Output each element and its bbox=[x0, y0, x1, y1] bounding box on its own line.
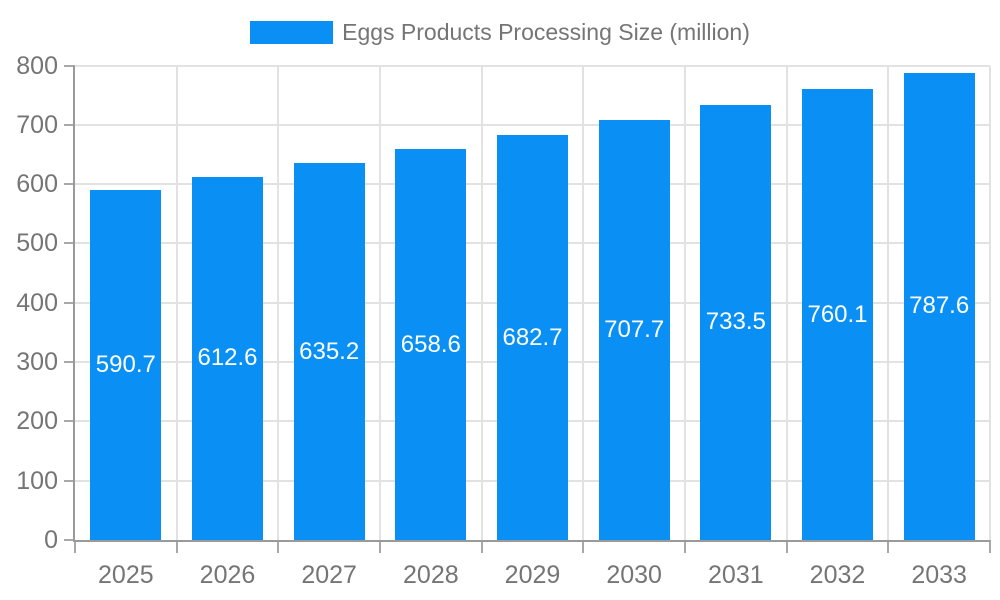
y-axis-tick bbox=[64, 361, 75, 364]
gridline-vertical bbox=[989, 65, 991, 540]
bar-value-label: 707.7 bbox=[604, 316, 665, 344]
y-tick-label: 300 bbox=[16, 348, 58, 377]
x-axis-tick bbox=[277, 540, 280, 553]
x-tick-label: 2026 bbox=[199, 561, 256, 589]
y-tick-label: 500 bbox=[16, 229, 58, 258]
bar bbox=[801, 89, 874, 540]
x-tick-label: 2032 bbox=[809, 561, 866, 589]
gridline-vertical bbox=[277, 65, 280, 540]
bar bbox=[496, 135, 569, 540]
y-axis-tick bbox=[64, 242, 75, 245]
x-axis-tick bbox=[785, 540, 788, 553]
gridline-horizontal bbox=[75, 64, 990, 67]
gridline-vertical bbox=[480, 65, 483, 540]
y-axis-line bbox=[73, 65, 75, 542]
y-tick-label: 0 bbox=[44, 526, 58, 554]
bar-value-label: 658.6 bbox=[400, 330, 461, 358]
x-tick-label: 2031 bbox=[708, 561, 764, 589]
y-axis-tick bbox=[64, 64, 75, 67]
gridline-vertical bbox=[379, 65, 381, 540]
x-axis-tick bbox=[74, 540, 76, 553]
x-axis-tick bbox=[684, 540, 686, 553]
x-axis-tick bbox=[887, 540, 890, 553]
bar-value-label: 760.1 bbox=[807, 300, 868, 328]
gridline-horizontal bbox=[75, 123, 990, 126]
x-tick-label: 2028 bbox=[403, 561, 459, 589]
gridline-vertical bbox=[684, 65, 686, 540]
bar bbox=[598, 120, 670, 540]
y-tick-label: 400 bbox=[16, 288, 58, 317]
y-tick-label: 200 bbox=[16, 407, 58, 436]
y-tick-label: 800 bbox=[16, 51, 58, 80]
y-axis-tick bbox=[64, 420, 75, 423]
gridline-vertical bbox=[175, 65, 178, 540]
x-tick-label: 2025 bbox=[98, 561, 154, 589]
gridline-vertical bbox=[582, 65, 585, 540]
bar bbox=[903, 72, 975, 540]
y-axis-tick bbox=[64, 123, 75, 126]
y-axis-tick bbox=[64, 183, 75, 186]
gridline-vertical bbox=[785, 65, 788, 540]
x-tick-label: 2027 bbox=[301, 561, 357, 589]
x-tick-label: 2029 bbox=[504, 561, 561, 589]
y-tick-label: 100 bbox=[16, 466, 58, 495]
x-axis-tick bbox=[480, 540, 483, 553]
y-axis-tick bbox=[64, 301, 75, 304]
legend-swatch-icon bbox=[250, 21, 334, 44]
x-axis-tick bbox=[379, 540, 381, 553]
legend: Eggs Products Processing Size (million) bbox=[0, 19, 1000, 46]
legend-label: Eggs Products Processing Size (million) bbox=[342, 19, 750, 45]
bar-value-label: 733.5 bbox=[705, 308, 766, 336]
bar-value-label: 635.2 bbox=[299, 337, 360, 365]
x-tick-label: 2033 bbox=[911, 561, 967, 589]
y-axis-tick bbox=[64, 479, 75, 482]
y-axis-tick bbox=[64, 539, 75, 541]
y-tick-label: 600 bbox=[16, 170, 58, 199]
bar-value-label: 590.7 bbox=[95, 350, 156, 378]
bar bbox=[191, 176, 264, 540]
gridline-vertical bbox=[887, 65, 890, 540]
bar-value-label: 787.6 bbox=[909, 292, 970, 320]
bar-value-label: 612.6 bbox=[197, 344, 258, 372]
x-axis-tick bbox=[175, 540, 178, 553]
x-tick-label: 2030 bbox=[606, 561, 662, 589]
x-axis-tick bbox=[989, 540, 991, 553]
y-tick-label: 700 bbox=[16, 110, 58, 139]
x-axis-line bbox=[73, 540, 990, 542]
bar bbox=[293, 163, 365, 540]
bar bbox=[90, 189, 162, 540]
bar-value-label: 682.7 bbox=[502, 323, 563, 351]
bar bbox=[700, 104, 772, 540]
bar bbox=[395, 149, 467, 540]
x-axis-tick bbox=[582, 540, 585, 553]
